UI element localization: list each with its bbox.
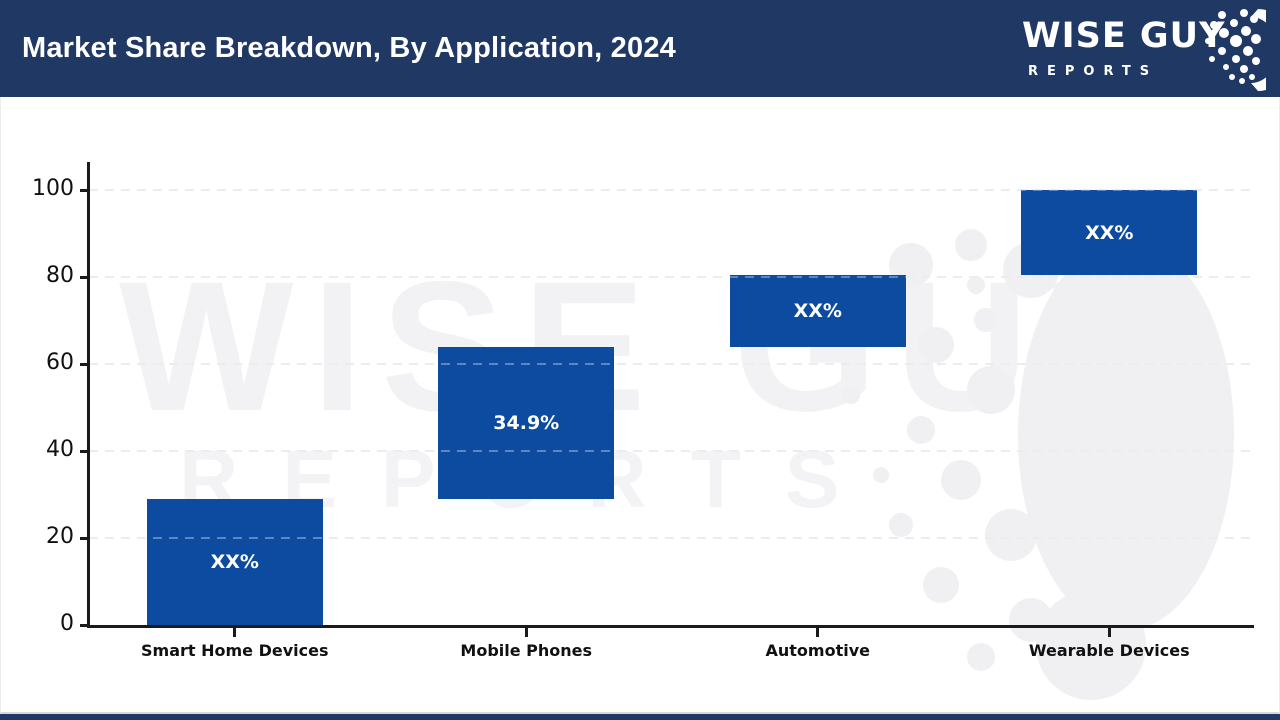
- y-tick-mark: [80, 537, 89, 540]
- gridline: [89, 537, 1255, 539]
- y-axis-line: [87, 162, 90, 628]
- bar-segment: XX%: [1021, 190, 1198, 276]
- gridline-overlay: [89, 276, 1255, 278]
- gridline: [89, 363, 1255, 365]
- y-tick-mark: [80, 363, 89, 366]
- bar-value-label: XX%: [210, 550, 259, 573]
- y-tick-mark: [80, 189, 89, 192]
- bar-segment: XX%: [146, 498, 323, 625]
- y-tick-label: 20: [46, 524, 74, 549]
- gridline-overlay: [89, 537, 1255, 539]
- gridline: [89, 189, 1255, 191]
- gridline: [89, 276, 1255, 278]
- y-tick-mark: [80, 624, 89, 627]
- page-title: Market Share Breakdown, By Application, …: [22, 32, 676, 64]
- x-tick-mark: [524, 628, 528, 637]
- category-label: Mobile Phones: [460, 641, 593, 660]
- wiseguy-logo: WISE GUY REPORTS: [1022, 8, 1266, 91]
- gridline-overlay: [89, 450, 1255, 452]
- category-label: Automotive: [765, 641, 871, 660]
- bar-segment: XX%: [729, 275, 906, 348]
- x-axis-line: [87, 625, 1254, 628]
- header-bar: Market Share Breakdown, By Application, …: [0, 0, 1280, 97]
- bar-value-label: XX%: [793, 300, 842, 323]
- y-tick-label: 100: [32, 176, 74, 201]
- bar-value-label: 34.9%: [493, 411, 560, 434]
- category-label: Wearable Devices: [1028, 641, 1190, 660]
- y-tick-label: 40: [46, 437, 74, 462]
- logo-wordmark: WISE GUY: [1022, 16, 1225, 56]
- gridline: [89, 450, 1255, 452]
- logo-head-dots-icon: [1205, 8, 1266, 91]
- x-tick-mark: [1107, 628, 1111, 637]
- footer-bar: [0, 714, 1280, 720]
- y-tick-mark: [80, 276, 89, 279]
- y-tick-mark: [80, 450, 89, 453]
- logo-reports-label: REPORTS: [1028, 64, 1158, 79]
- y-tick-label: 80: [46, 263, 74, 288]
- y-tick-label: 60: [46, 350, 74, 375]
- x-tick-mark: [233, 628, 237, 637]
- bar-value-label: XX%: [1085, 221, 1134, 244]
- x-tick-mark: [816, 628, 820, 637]
- y-tick-label: 0: [60, 611, 74, 636]
- gridline-overlay: [89, 189, 1255, 191]
- bar-segment: 34.9%: [438, 347, 615, 499]
- category-label: Smart Home Devices: [141, 641, 329, 660]
- gridline-overlay: [89, 363, 1255, 365]
- watermark-head-dots: [842, 229, 1234, 700]
